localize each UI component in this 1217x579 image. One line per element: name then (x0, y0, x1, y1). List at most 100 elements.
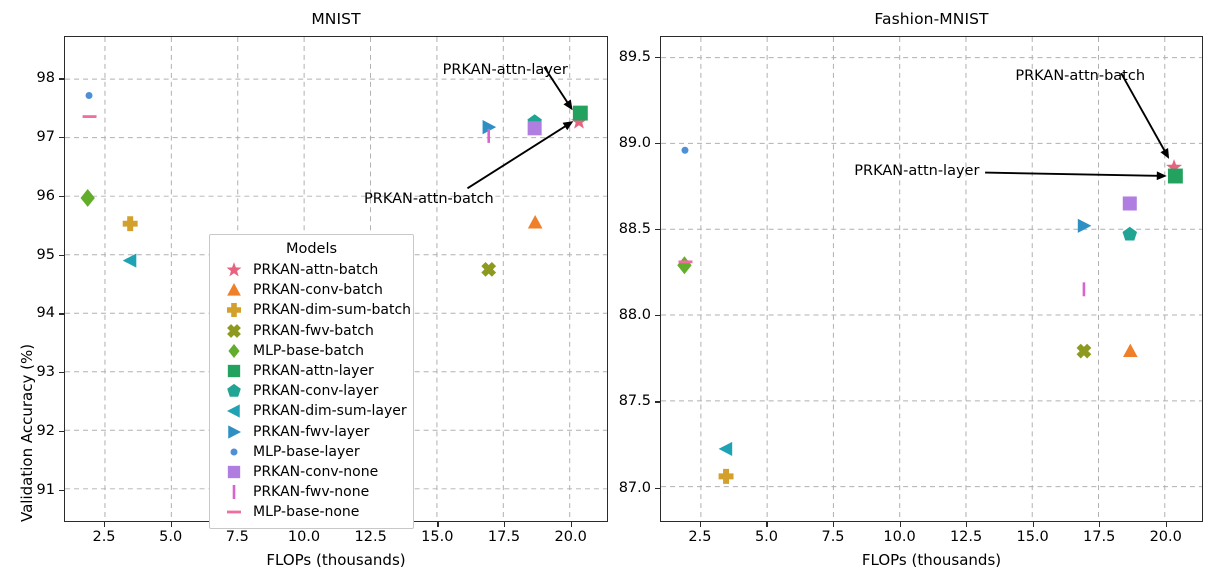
legend-marker-icon (219, 401, 249, 421)
legend-entry[interactable]: PRKAN-dim-sum-batch (219, 300, 411, 320)
ytick-mark (59, 489, 64, 491)
legend-entry-label: MLP-base-batch (253, 342, 365, 359)
legend-entry[interactable]: PRKAN-attn-layer (219, 361, 404, 381)
ytick-mark (655, 401, 660, 403)
legend-entry-label: PRKAN-fwv-layer (253, 423, 370, 440)
data-point-prkan-attn-layer (1167, 168, 1183, 184)
xtick-label: 7.5 (821, 529, 845, 545)
data-markers-fashion-mnist (677, 146, 1183, 484)
xtick-mark (766, 522, 768, 527)
xtick-label: 10.0 (287, 529, 321, 545)
data-point-prkan-fwv-layer (482, 120, 497, 135)
ytick-mark (655, 142, 660, 145)
legend-entry-label: PRKAN-attn-batch (253, 262, 379, 279)
legend-entry-label: PRKAN-attn-layer (253, 363, 374, 380)
legend-entry[interactable]: PRKAN-attn-batch (219, 260, 404, 280)
ytick-label: 94 (36, 305, 55, 322)
legend-entry[interactable]: PRKAN-dim-sum-layer (219, 401, 407, 421)
ytick-mark (59, 137, 64, 139)
data-point-mlp-base-none (678, 260, 693, 264)
chart-panel-mnist: MNIST 91 92 93 94 95 96 97 98 2.5 5.0 7.5 10.0 12.5 1… (18, 10, 608, 569)
ytick-label: 92 (36, 422, 55, 439)
legend-entry-label: PRKAN-conv-batch (253, 282, 383, 299)
xtick-label: 2.5 (688, 529, 712, 545)
legend-entry-label: MLP-base-layer (253, 443, 360, 460)
ytick-label: 89.5 (618, 48, 651, 65)
data-point-prkan-conv-batch (527, 215, 543, 229)
legend-marker-icon (219, 321, 249, 341)
legend-marker-icon (219, 502, 249, 522)
ytick-mark (59, 313, 64, 315)
xtick-mark (1032, 522, 1034, 527)
data-point-prkan-conv-layer (1122, 226, 1138, 241)
panel-title-fashion-mnist: Fashion-MNIST (874, 10, 989, 28)
legend-marker-icon (219, 300, 249, 320)
xtick-mark (699, 522, 702, 527)
xtick-label: 15.0 (1016, 529, 1049, 545)
ytick-label: 88.0 (618, 307, 651, 324)
data-point-mlp-base-layer (85, 92, 93, 100)
ytick-mark (655, 229, 660, 231)
ytick-label: 91 (36, 481, 55, 498)
legend-entry[interactable]: PRKAN-conv-batch (219, 280, 404, 300)
legend-entry[interactable]: MLP-base-none (219, 502, 404, 522)
ytick-mark (655, 315, 660, 317)
xtick-mark (1165, 522, 1168, 527)
legend-marker-icon (219, 260, 249, 280)
panel-title-mnist: MNIST (311, 10, 361, 28)
legend-entry-label: PRKAN-dim-sum-layer (253, 403, 407, 420)
data-point-prkan-fwv-none (487, 128, 490, 143)
legend-entry-label: PRKAN-dim-sum-batch (253, 302, 412, 319)
data-point-prkan-conv-none (1122, 196, 1137, 211)
legend-title: Models (285, 241, 338, 257)
legend-marker-icon (219, 341, 249, 361)
xtick-label: 20.0 (1149, 529, 1182, 545)
xtick-label: 2.5 (92, 529, 116, 545)
legend-entry[interactable]: PRKAN-conv-none (219, 462, 404, 482)
legend-entry[interactable]: PRKAN-fwv-layer (219, 422, 404, 442)
chart-legend[interactable]: Models PRKAN-attn-batch PRKAN-conv-batch P… (209, 234, 414, 530)
xtick-label: 20.0 (554, 529, 587, 545)
data-point-prkan-fwv-batch (481, 261, 497, 277)
data-point-mlp-base-none (82, 115, 97, 118)
legend-entry-label: PRKAN-fwv-batch (253, 322, 374, 339)
ytick-mark (59, 372, 64, 374)
legend-marker-icon (219, 280, 249, 300)
xtick-label: 7.5 (225, 529, 249, 545)
legend-entry[interactable]: PRKAN-fwv-batch (219, 321, 404, 341)
ytick-mark (59, 254, 64, 256)
data-point-prkan-dim-sum-batch (718, 468, 734, 484)
data-point-prkan-attn-batch (571, 113, 587, 129)
legend-marker-icon (219, 361, 249, 381)
ytick-label: 88.5 (618, 221, 651, 238)
data-point-prkan-attn-layer (572, 105, 588, 121)
data-point-mlp-base-batch (80, 188, 95, 207)
ytick-mark (59, 430, 64, 433)
legend-entry-list: PRKAN-attn-batch PRKAN-conv-batch PRKAN-di… (219, 260, 411, 522)
xtick-label: 10.0 (883, 529, 916, 545)
xtick-label: 12.5 (949, 529, 983, 545)
ytick-label: 87.5 (618, 393, 651, 410)
annotation-label: PRKAN-attn-batch (364, 190, 494, 207)
xtick-label: 15.0 (421, 529, 454, 545)
data-point-prkan-fwv-batch (1076, 343, 1092, 359)
xtick-mark (966, 522, 968, 527)
data-point-prkan-conv-none (527, 121, 542, 136)
xtick-label: 17.5 (487, 529, 521, 545)
xtick-mark (437, 522, 439, 527)
ytick-label: 95 (36, 246, 55, 263)
xtick-mark (104, 522, 106, 527)
xtick-label: 5.0 (159, 529, 183, 545)
data-point-prkan-conv-batch (1122, 343, 1138, 358)
legend-entry[interactable]: MLP-base-batch (219, 341, 404, 361)
legend-entry[interactable]: MLP-base-layer (219, 442, 404, 462)
data-point-mlp-base-batch (677, 256, 692, 275)
data-point-prkan-conv-layer (527, 114, 542, 129)
ytick-label: 98 (36, 70, 55, 87)
xtick-mark (170, 522, 172, 527)
xtick-mark (833, 522, 835, 527)
legend-entry[interactable]: PRKAN-conv-layer (219, 381, 404, 401)
legend-entry[interactable]: PRKAN-fwv-none (219, 482, 404, 502)
data-point-prkan-dim-sum-layer (122, 253, 137, 268)
